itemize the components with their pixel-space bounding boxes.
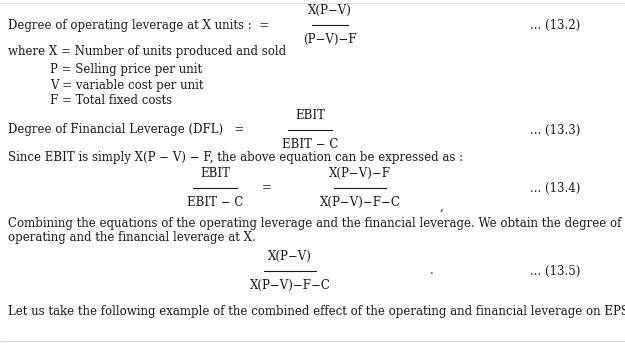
- Text: Let us take the following example of the combined effect of the operating and fi: Let us take the following example of the…: [8, 305, 625, 318]
- Text: operating and the financial leverage at X.: operating and the financial leverage at …: [8, 232, 256, 245]
- Text: ... (13.3): ... (13.3): [530, 123, 581, 137]
- Text: Combining the equations of the operating leverage and the financial leverage. We: Combining the equations of the operating…: [8, 216, 625, 229]
- Text: X(P−V): X(P−V): [308, 4, 352, 17]
- Text: ,: ,: [440, 200, 444, 213]
- Text: X(P−V)−F: X(P−V)−F: [329, 167, 391, 180]
- Text: (P−V)−F: (P−V)−F: [303, 33, 357, 46]
- Text: ... (13.5): ... (13.5): [530, 264, 581, 277]
- Text: Degree of operating leverage at X units :  =: Degree of operating leverage at X units …: [8, 19, 269, 32]
- Text: X(P−V)−F−C: X(P−V)−F−C: [319, 196, 401, 209]
- Text: P = Selling price per unit: P = Selling price per unit: [50, 62, 202, 75]
- Text: F = Total fixed costs: F = Total fixed costs: [50, 95, 172, 107]
- Text: ... (13.4): ... (13.4): [530, 181, 581, 194]
- Text: ... (13.2): ... (13.2): [530, 19, 580, 32]
- Text: V = variable cost per unit: V = variable cost per unit: [50, 79, 204, 92]
- Text: where X = Number of units produced and sold: where X = Number of units produced and s…: [8, 45, 286, 58]
- Text: Since EBIT is simply X(P − V) − F, the above equation can be expressed as :: Since EBIT is simply X(P − V) − F, the a…: [8, 152, 463, 165]
- Text: .: .: [430, 264, 434, 277]
- Text: EBIT: EBIT: [200, 167, 230, 180]
- Text: X(P−V)−F−C: X(P−V)−F−C: [249, 279, 331, 292]
- Text: =: =: [262, 181, 272, 194]
- Text: EBIT − C: EBIT − C: [187, 196, 243, 209]
- Text: X(P−V): X(P−V): [268, 250, 312, 263]
- Text: EBIT: EBIT: [295, 109, 325, 122]
- Text: EBIT − C: EBIT − C: [282, 138, 338, 151]
- Text: Degree of Financial Leverage (DFL)   =: Degree of Financial Leverage (DFL) =: [8, 123, 244, 137]
